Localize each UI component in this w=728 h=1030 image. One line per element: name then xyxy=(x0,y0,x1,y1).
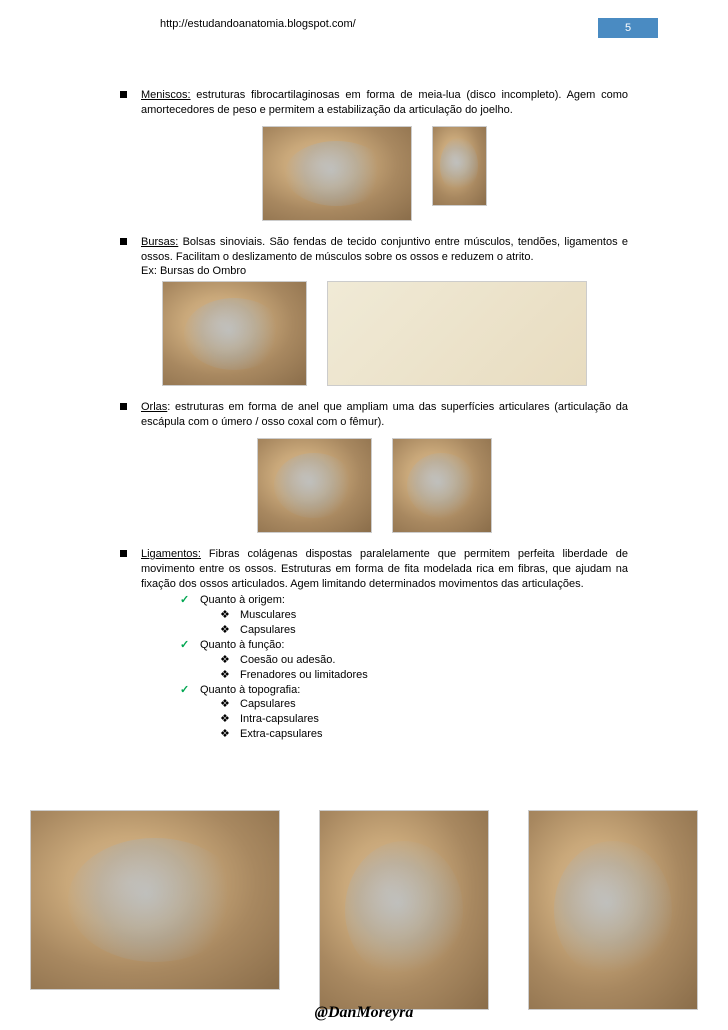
term: Ligamentos: xyxy=(141,548,201,560)
source-url: http://estudandoanatomia.blogspot.com/ xyxy=(160,18,356,30)
diamond-icon: ❖ xyxy=(220,608,232,623)
image-row xyxy=(120,281,628,386)
term: Orlas xyxy=(141,401,167,413)
page-number-badge: 5 xyxy=(598,18,658,38)
group-label: Quanto à função: xyxy=(200,638,284,653)
diamond-icon: ❖ xyxy=(220,653,232,668)
hip-labrum-image-1 xyxy=(257,438,372,533)
diamond-icon: ❖ xyxy=(220,697,232,712)
document-content: Meniscos: estruturas fibrocartilaginosas… xyxy=(0,38,728,742)
section-orlas: Orlas: estruturas em forma de anel que a… xyxy=(120,400,628,533)
bullet-icon xyxy=(120,550,127,557)
shoulder-bursa-image xyxy=(162,281,307,386)
classification-item: ❖Coesão ou adesão. xyxy=(220,653,628,668)
knee-ligaments-posterior-diagram xyxy=(528,810,698,1010)
check-icon: ✓ xyxy=(180,593,192,608)
classification-item: ❖Intra-capsulares xyxy=(220,712,628,727)
diamond-icon: ❖ xyxy=(220,712,232,727)
knee-lateral-image xyxy=(432,126,487,206)
term: Bursas: xyxy=(141,236,178,248)
bullet-icon xyxy=(120,403,127,410)
diamond-icon: ❖ xyxy=(220,727,232,742)
ligament-classification: ✓ Quanto à origem: ❖Musculares ❖Capsular… xyxy=(180,593,628,741)
knee-ligaments-anterior-diagram xyxy=(319,810,489,1010)
group-label: Quanto à topografia: xyxy=(200,683,300,698)
bullet-icon xyxy=(120,238,127,245)
classification-group: ✓ Quanto à origem: xyxy=(180,593,628,608)
section-meniscos: Meniscos: estruturas fibrocartilaginosas… xyxy=(120,88,628,221)
meniscus-top-view-image xyxy=(262,126,412,221)
author-handle: @DanMoreyra xyxy=(0,1004,728,1022)
page-header: http://estudandoanatomia.blogspot.com/ 5 xyxy=(0,0,728,38)
check-icon: ✓ xyxy=(180,683,192,698)
section-text: Orlas: estruturas em forma de anel que a… xyxy=(141,400,628,430)
classification-item: ❖Musculares xyxy=(220,608,628,623)
bullet-icon xyxy=(120,91,127,98)
bottom-image-row xyxy=(0,810,728,1010)
term: Meniscos: xyxy=(141,89,191,101)
definition: estruturas fibrocartilaginosas em forma … xyxy=(141,89,628,116)
definition: : estruturas em forma de anel que amplia… xyxy=(141,401,628,428)
classification-item: ❖Extra-capsulares xyxy=(220,727,628,742)
diamond-icon: ❖ xyxy=(220,623,232,638)
group-label: Quanto à origem: xyxy=(200,593,285,608)
section-bursas: Bursas: Bolsas sinoviais. São fendas de … xyxy=(120,235,628,387)
shoulder-ligaments-diagram xyxy=(327,281,587,386)
classification-group: ✓ Quanto à função: xyxy=(180,638,628,653)
definition: Bolsas sinoviais. São fendas de tecido c… xyxy=(141,236,628,263)
hip-ligaments-diagram xyxy=(30,810,280,990)
classification-group: ✓ Quanto à topografia: xyxy=(180,683,628,698)
classification-item: ❖Capsulares xyxy=(220,623,628,638)
section-text: Bursas: Bolsas sinoviais. São fendas de … xyxy=(141,235,628,280)
section-text: Ligamentos: Fibras colágenas dispostas p… xyxy=(141,547,628,592)
section-text: Meniscos: estruturas fibrocartilaginosas… xyxy=(141,88,628,118)
diamond-icon: ❖ xyxy=(220,668,232,683)
image-row xyxy=(120,438,628,533)
image-row xyxy=(120,126,628,221)
definition: Fibras colágenas dispostas paralelamente… xyxy=(141,548,628,590)
example-text: Ex: Bursas do Ombro xyxy=(141,265,246,277)
classification-item: ❖Frenadores ou limitadores xyxy=(220,668,628,683)
classification-item: ❖Capsulares xyxy=(220,697,628,712)
hip-labrum-image-2 xyxy=(392,438,492,533)
section-ligamentos: Ligamentos: Fibras colágenas dispostas p… xyxy=(120,547,628,742)
check-icon: ✓ xyxy=(180,638,192,653)
